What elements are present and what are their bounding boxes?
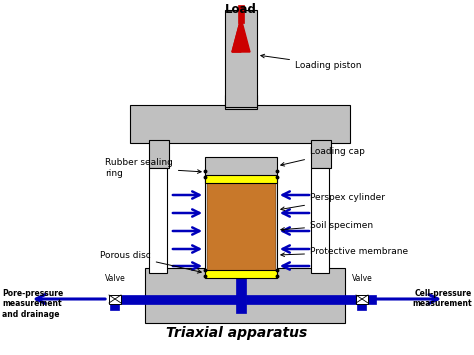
Text: Porous disc: Porous disc — [100, 251, 201, 273]
Text: Valve: Valve — [105, 274, 126, 283]
Bar — [149, 168, 167, 273]
Bar — [263, 178, 277, 273]
Polygon shape — [232, 18, 241, 52]
Bar — [246, 295, 376, 304]
Bar — [356, 295, 368, 304]
Bar — [149, 140, 169, 168]
Bar — [311, 140, 331, 168]
Bar — [110, 295, 240, 304]
Bar — [205, 157, 277, 179]
Text: Load: Load — [225, 3, 257, 16]
Text: Cell-pressure
measurement: Cell-pressure measurement — [412, 289, 472, 308]
Text: Triaxial apparatus: Triaxial apparatus — [166, 326, 308, 340]
Text: Loading piston: Loading piston — [261, 54, 362, 70]
Bar — [225, 10, 257, 107]
Bar — [236, 278, 246, 313]
Bar — [357, 295, 366, 310]
Bar — [110, 295, 119, 310]
Bar — [205, 270, 277, 278]
Polygon shape — [232, 18, 250, 52]
Bar — [130, 105, 350, 143]
Text: Rubber sealing
ring: Rubber sealing ring — [105, 158, 201, 178]
Bar — [225, 95, 257, 109]
Bar — [311, 168, 329, 273]
Bar — [205, 175, 277, 183]
Bar — [207, 183, 275, 271]
Text: Valve: Valve — [352, 274, 373, 283]
Text: Loading cap: Loading cap — [281, 147, 365, 166]
Bar — [109, 295, 121, 304]
Bar — [205, 178, 219, 273]
Text: Pore-pressure
measurement
and drainage: Pore-pressure measurement and drainage — [2, 289, 63, 319]
Bar — [145, 268, 345, 323]
Text: Perspex cylinder: Perspex cylinder — [281, 193, 385, 211]
Text: Protective membrane: Protective membrane — [281, 247, 408, 257]
Bar — [238, 5, 244, 23]
Text: Soil specimen: Soil specimen — [281, 220, 373, 231]
